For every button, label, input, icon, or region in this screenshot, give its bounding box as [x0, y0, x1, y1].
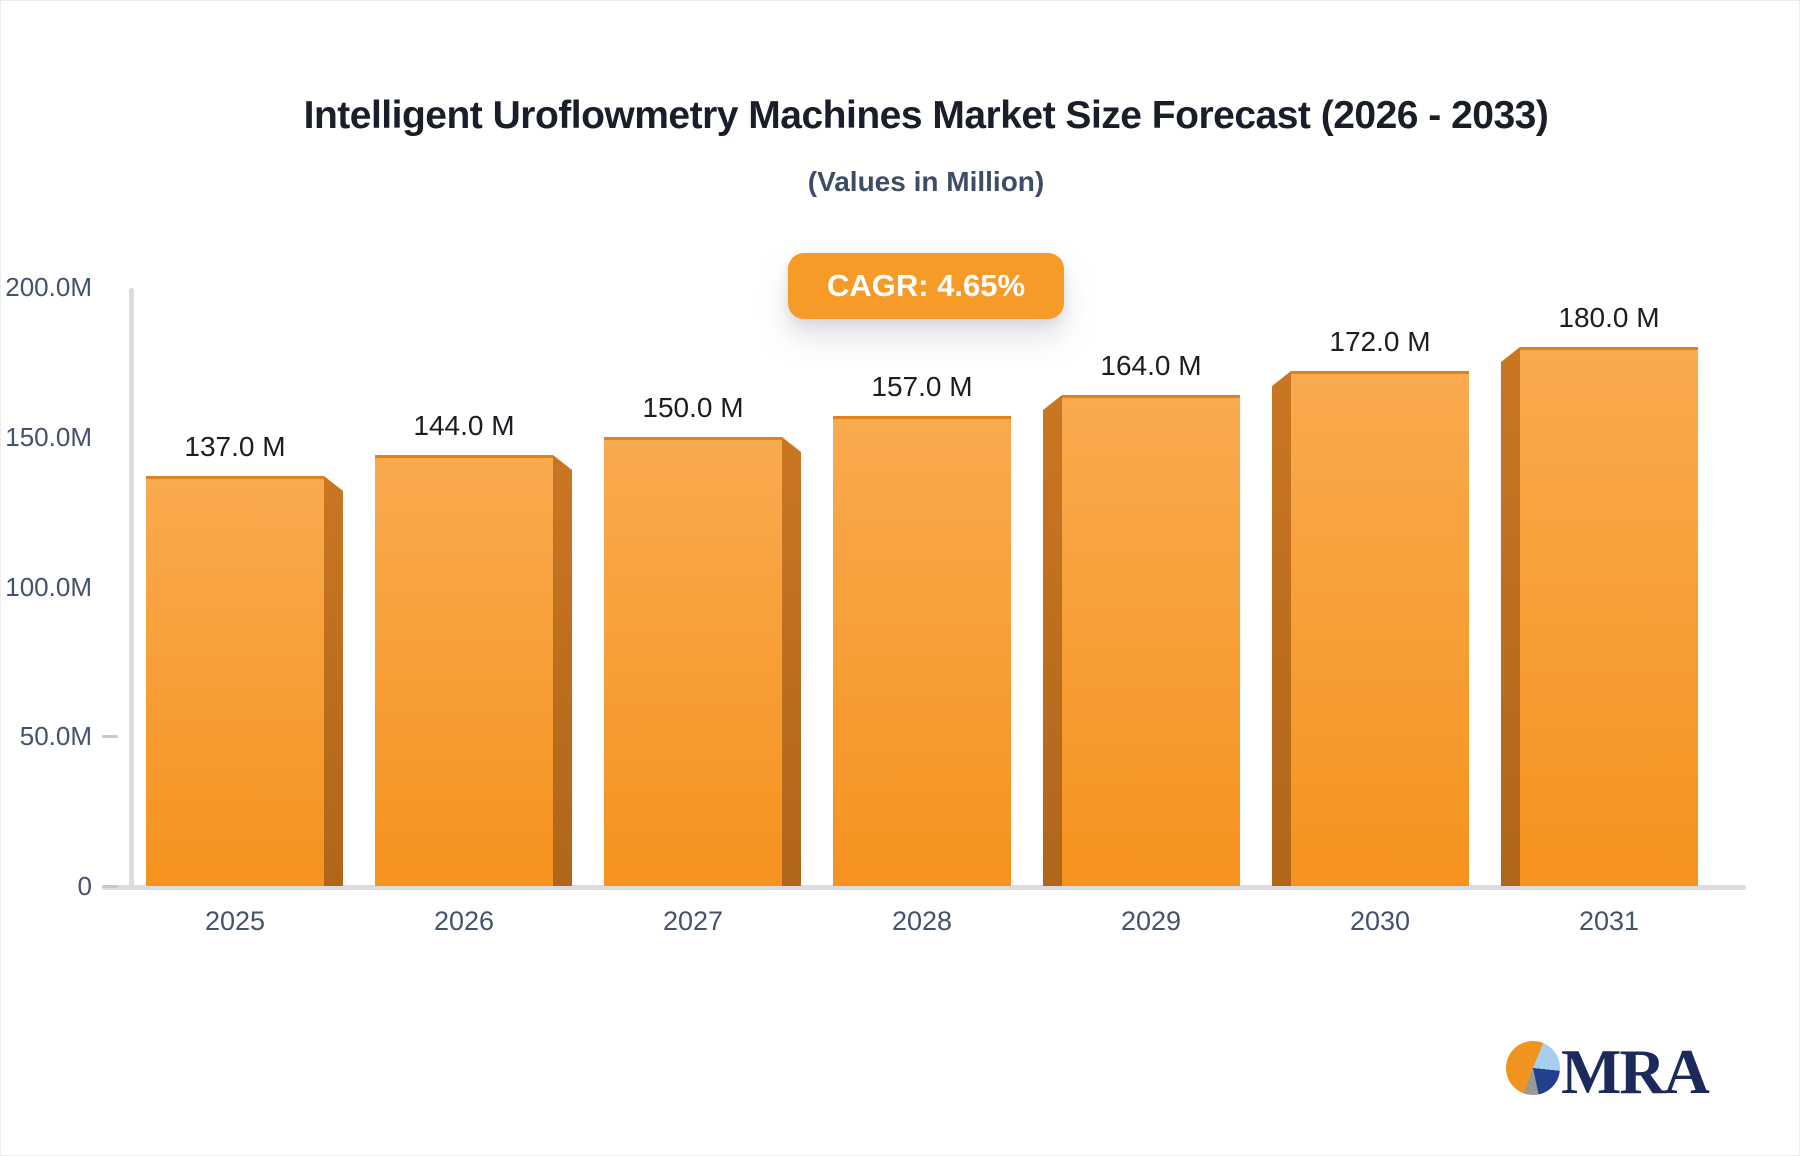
- x-tick-label: 2026: [433, 906, 495, 936]
- x-tick-label: 2028: [891, 906, 953, 936]
- page-title: Intelligent Uroflowmetry Machines Market…: [303, 94, 1549, 137]
- brand-logo: MRA: [1506, 1030, 1766, 1120]
- x-tick-label: 2030: [1349, 906, 1411, 936]
- x-tick-label: 2029: [1120, 906, 1182, 936]
- y-tick-mark: [102, 885, 118, 888]
- bar-face: [146, 476, 324, 886]
- bar-face: [833, 416, 1011, 886]
- x-tick-label: 2027: [662, 906, 724, 936]
- bar-side-panel: [553, 455, 572, 886]
- cagr-badge: CAGR: 4.65%: [788, 253, 1064, 319]
- bar-face: [1062, 395, 1240, 886]
- pie-chart-icon: [1506, 1041, 1560, 1095]
- y-tick-mark: [102, 735, 118, 739]
- x-tick-label: 2031: [1578, 906, 1640, 936]
- y-tick-label: 150.0M: [5, 421, 92, 452]
- bar-side-panel: [324, 476, 343, 886]
- brand-name: MRA: [1561, 1036, 1710, 1107]
- bar-value-label: 137.0 M: [184, 431, 286, 462]
- y-tick-label: 100.0M: [5, 571, 92, 602]
- bar-side-panel: [1043, 395, 1062, 886]
- bar-value-label: 172.0 M: [1329, 326, 1431, 357]
- bar-face: [1520, 347, 1698, 886]
- bar-face: [375, 455, 553, 886]
- y-tick-label: 0: [77, 871, 92, 901]
- bar-side-panel: [1501, 347, 1520, 886]
- y-tick-label: 200.0M: [5, 272, 92, 302]
- bar-value-label: 144.0 M: [413, 410, 515, 441]
- x-axis-line: [102, 885, 1746, 890]
- x-tick-label: 2025: [204, 906, 266, 936]
- bar-value-label: 180.0 M: [1558, 302, 1660, 333]
- y-tick-label: 50.0M: [19, 721, 92, 752]
- bar-face: [1291, 371, 1469, 886]
- bar-face: [604, 437, 782, 886]
- bar-side-panel: [1272, 371, 1291, 886]
- y-axis-line: [129, 288, 134, 888]
- bar-value-label: 164.0 M: [1100, 350, 1202, 381]
- bar-value-label: 157.0 M: [871, 371, 973, 402]
- bar-value-label: 150.0 M: [642, 392, 744, 423]
- bar-side-panel: [782, 437, 801, 886]
- page-subtitle: (Values in Million): [807, 166, 1045, 197]
